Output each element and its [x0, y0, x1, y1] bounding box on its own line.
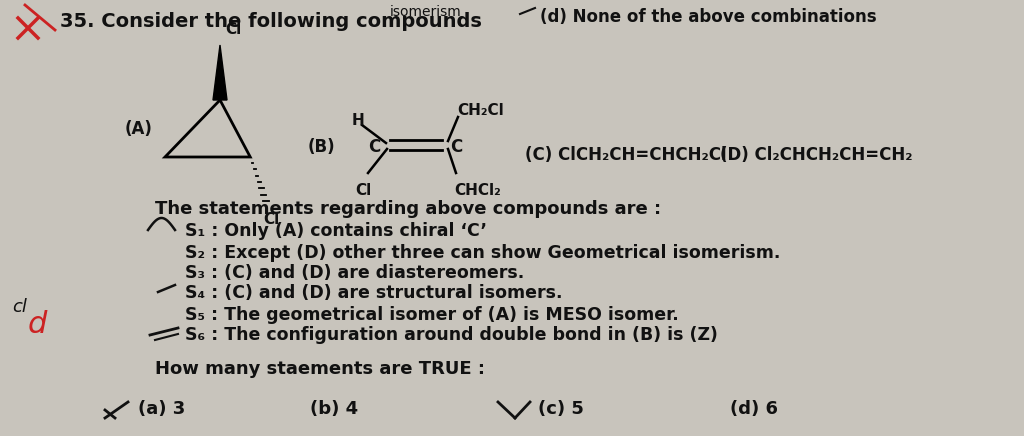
Text: d: d	[28, 310, 47, 339]
Text: CH₂Cl: CH₂Cl	[457, 103, 504, 118]
Text: (d) None of the above combinations: (d) None of the above combinations	[540, 8, 877, 26]
Text: (a) 3: (a) 3	[138, 400, 185, 418]
Text: S₄ : (C) and (D) are structural isomers.: S₄ : (C) and (D) are structural isomers.	[185, 284, 562, 302]
Polygon shape	[213, 45, 227, 100]
Text: S₁ : Only (A) contains chiral ‘C’: S₁ : Only (A) contains chiral ‘C’	[185, 222, 487, 240]
Text: 35. Consider the following compounds: 35. Consider the following compounds	[60, 12, 482, 31]
Text: Cl: Cl	[263, 212, 280, 227]
Text: C: C	[450, 138, 462, 156]
Text: S₅ : The geometrical isomer of (A) is MESO isomer.: S₅ : The geometrical isomer of (A) is ME…	[185, 306, 679, 324]
Text: (b) 4: (b) 4	[310, 400, 358, 418]
Text: S₆ : The configuration around double bond in (B) is (Z): S₆ : The configuration around double bon…	[185, 326, 718, 344]
Text: (c) 5: (c) 5	[538, 400, 584, 418]
Text: (B): (B)	[307, 138, 335, 156]
Text: The statements regarding above compounds are :: The statements regarding above compounds…	[155, 200, 662, 218]
Text: How many staements are TRUE :: How many staements are TRUE :	[155, 360, 485, 378]
Text: (A): (A)	[125, 119, 153, 137]
Text: H: H	[352, 113, 365, 128]
Text: (C) ClCH₂CH=CHCH₂Cl: (C) ClCH₂CH=CHCH₂Cl	[525, 146, 727, 164]
Text: (D) Cl₂CHCH₂CH=CH₂: (D) Cl₂CHCH₂CH=CH₂	[720, 146, 912, 164]
Text: (d) 6: (d) 6	[730, 400, 778, 418]
Text: Cl: Cl	[225, 22, 242, 37]
Text: CHCl₂: CHCl₂	[454, 183, 501, 198]
Text: isomerism: isomerism	[390, 5, 462, 19]
Text: C: C	[368, 138, 380, 156]
Text: Cl: Cl	[355, 183, 372, 198]
Text: S₂ : Except (D) other three can show Geometrical isomerism.: S₂ : Except (D) other three can show Geo…	[185, 244, 780, 262]
Text: cl: cl	[12, 298, 27, 316]
Text: S₃ : (C) and (D) are diastereomers.: S₃ : (C) and (D) are diastereomers.	[185, 264, 524, 282]
